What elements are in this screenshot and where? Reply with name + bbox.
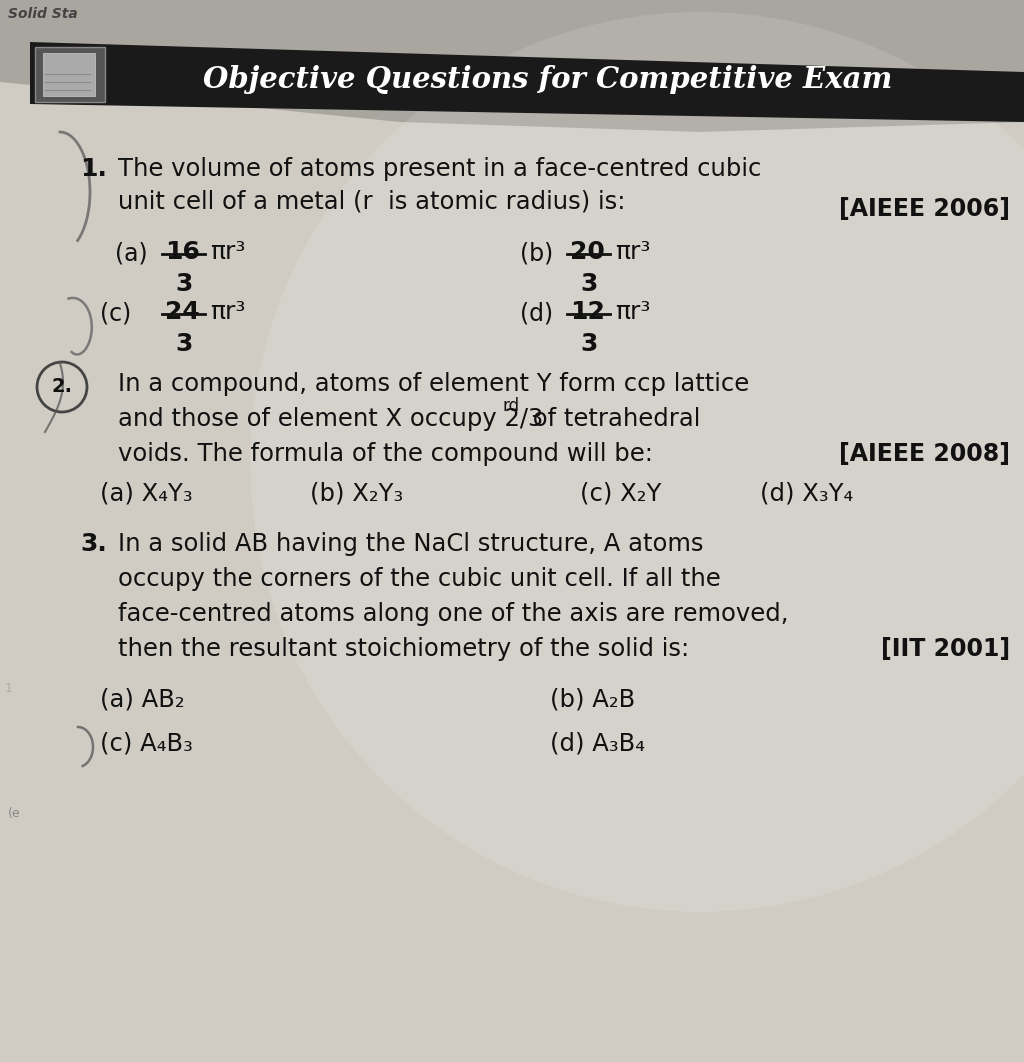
Text: πr³: πr³ xyxy=(210,299,246,324)
Text: 2.: 2. xyxy=(51,377,73,396)
Text: (c) A₄B₃: (c) A₄B₃ xyxy=(100,732,193,756)
Text: face-centred atoms along one of the axis are removed,: face-centred atoms along one of the axis… xyxy=(118,602,788,626)
Polygon shape xyxy=(30,42,1024,122)
Text: unit cell of a metal (r  is atomic radius) is:: unit cell of a metal (r is atomic radius… xyxy=(118,190,626,215)
Text: 3: 3 xyxy=(580,272,597,296)
Text: 3: 3 xyxy=(175,332,193,356)
Text: (b): (b) xyxy=(520,242,553,266)
Text: of tetrahedral: of tetrahedral xyxy=(525,407,700,431)
Text: (d): (d) xyxy=(520,302,553,326)
Text: 3: 3 xyxy=(580,332,597,356)
Text: then the resultant stoichiometry of the solid is:: then the resultant stoichiometry of the … xyxy=(118,637,689,661)
Bar xyxy=(35,47,105,102)
Text: 24: 24 xyxy=(165,299,200,324)
Text: and those of element X occupy 2/3: and those of element X occupy 2/3 xyxy=(118,407,544,431)
Text: 3: 3 xyxy=(175,272,193,296)
Text: (a): (a) xyxy=(115,242,147,266)
Ellipse shape xyxy=(250,12,1024,912)
Text: [AIEEE 2006]: [AIEEE 2006] xyxy=(839,196,1010,221)
Text: (c): (c) xyxy=(100,302,131,326)
Text: In a compound, atoms of element Y form ccp lattice: In a compound, atoms of element Y form c… xyxy=(118,372,750,396)
Text: (b) A₂B: (b) A₂B xyxy=(550,687,635,710)
Text: [IIT 2001]: [IIT 2001] xyxy=(881,637,1010,661)
Bar xyxy=(43,53,95,96)
Text: Solid Sta: Solid Sta xyxy=(8,7,78,21)
Text: 12: 12 xyxy=(570,299,605,324)
Text: (a) X₄Y₃: (a) X₄Y₃ xyxy=(100,482,193,506)
Text: occupy the corners of the cubic unit cell. If all the: occupy the corners of the cubic unit cel… xyxy=(118,567,721,590)
Text: 1.: 1. xyxy=(80,157,106,181)
Text: (b) X₂Y₃: (b) X₂Y₃ xyxy=(310,482,403,506)
Text: 16: 16 xyxy=(165,240,200,264)
Text: Objective Questions for Competitive Exam: Objective Questions for Competitive Exam xyxy=(204,65,893,93)
Text: rd: rd xyxy=(502,397,519,415)
Text: 3.: 3. xyxy=(80,532,106,556)
Text: 20: 20 xyxy=(570,240,605,264)
Text: In a solid AB having the NaCl structure, A atoms: In a solid AB having the NaCl structure,… xyxy=(118,532,703,556)
Text: (a) AB₂: (a) AB₂ xyxy=(100,687,184,710)
Text: voids. The formula of the compound will be:: voids. The formula of the compound will … xyxy=(118,442,653,466)
Text: (d) X₃Y₄: (d) X₃Y₄ xyxy=(760,482,853,506)
Text: (e: (e xyxy=(8,807,20,820)
Text: πr³: πr³ xyxy=(615,299,650,324)
Text: 1: 1 xyxy=(5,682,13,695)
Text: πr³: πr³ xyxy=(615,240,650,264)
Polygon shape xyxy=(0,0,1024,132)
Text: πr³: πr³ xyxy=(210,240,246,264)
Text: [AIEEE 2008]: [AIEEE 2008] xyxy=(839,442,1010,466)
Text: (d) A₃B₄: (d) A₃B₄ xyxy=(550,732,645,756)
Text: (c) X₂Y: (c) X₂Y xyxy=(580,482,662,506)
Text: The volume of atoms present in a face-centred cubic: The volume of atoms present in a face-ce… xyxy=(118,157,762,181)
